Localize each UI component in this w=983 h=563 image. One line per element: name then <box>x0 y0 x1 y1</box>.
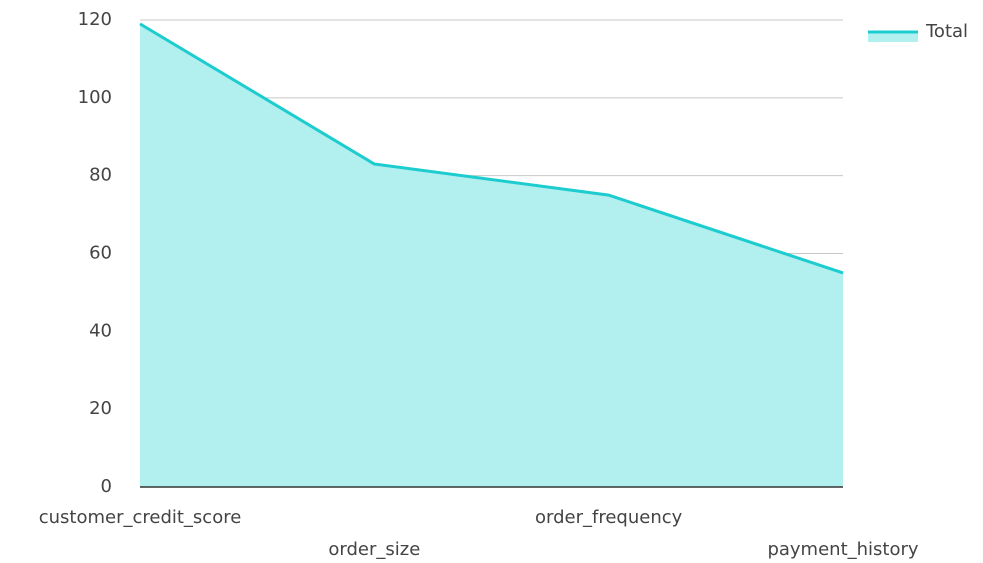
legend-swatch-fill <box>868 32 918 42</box>
area-line <box>139 22 844 275</box>
y-tick-label: 0 <box>101 476 112 497</box>
y-tick-label: 100 <box>78 87 112 108</box>
x-tick-label: payment_history <box>767 539 918 560</box>
x-tick-label: order_frequency <box>535 507 683 528</box>
y-tick-label: 20 <box>89 398 112 419</box>
legend-label: Total <box>925 21 968 42</box>
x-tick-label: customer_credit_score <box>39 507 242 528</box>
y-tick-label: 120 <box>78 9 112 30</box>
area-fill <box>140 23 843 488</box>
x-tick-label: order_size <box>328 539 420 560</box>
y-tick-label: 80 <box>89 165 112 186</box>
y-tick-label: 60 <box>89 243 112 264</box>
y-tick-label: 40 <box>89 320 112 341</box>
